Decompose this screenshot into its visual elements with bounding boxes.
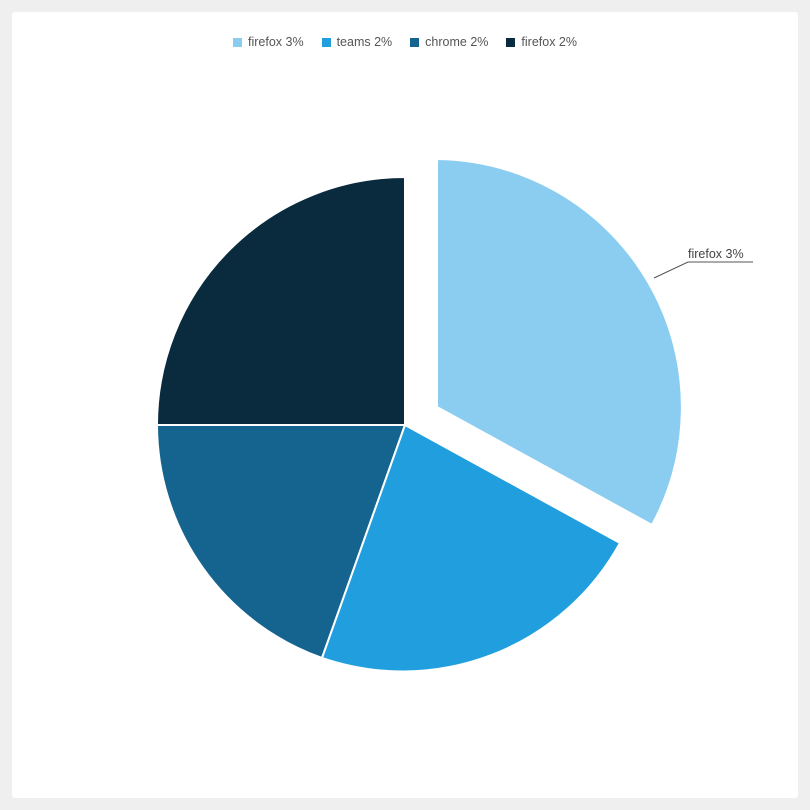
legend-item-label: chrome 2% (425, 35, 489, 49)
callout-leader-line (653, 261, 753, 279)
pie-plot-area: firefox 3% (12, 12, 798, 798)
pie-slice-firefox-2[interactable] (155, 175, 406, 426)
legend-swatch-icon (410, 38, 420, 47)
legend-swatch-icon (506, 38, 516, 47)
pie-slice-teams-2[interactable] (320, 423, 622, 673)
chart-card: firefox 3% teams 2% chrome 2% firefox 2% (12, 12, 798, 798)
legend-item-firefox-2[interactable]: firefox 2% (506, 36, 577, 49)
legend-item-firefox-3[interactable]: firefox 3% (232, 35, 304, 49)
legend-item-label: teams 2% (336, 35, 393, 49)
legend-item-teams-2[interactable]: teams 2% (321, 35, 393, 49)
legend-item-label: firefox 3% (247, 35, 304, 49)
pie-slices (155, 157, 683, 673)
chart-legend: firefox 3% teams 2% chrome 2% firefox 2% (12, 36, 798, 49)
pie-callout-firefox-3: firefox 3% (653, 247, 753, 279)
pie-slice-firefox-3[interactable] (436, 157, 683, 527)
legend-swatch-icon (321, 38, 331, 47)
legend-item-chrome-2[interactable]: chrome 2% (410, 36, 488, 49)
pie-chart-svg: firefox 3% (155, 157, 753, 673)
pie-slice-chrome-2[interactable] (155, 424, 407, 660)
legend-swatch-icon (232, 38, 242, 47)
callout-label: firefox 3% (688, 247, 744, 261)
legend-item-label: firefox 2% (521, 35, 577, 49)
